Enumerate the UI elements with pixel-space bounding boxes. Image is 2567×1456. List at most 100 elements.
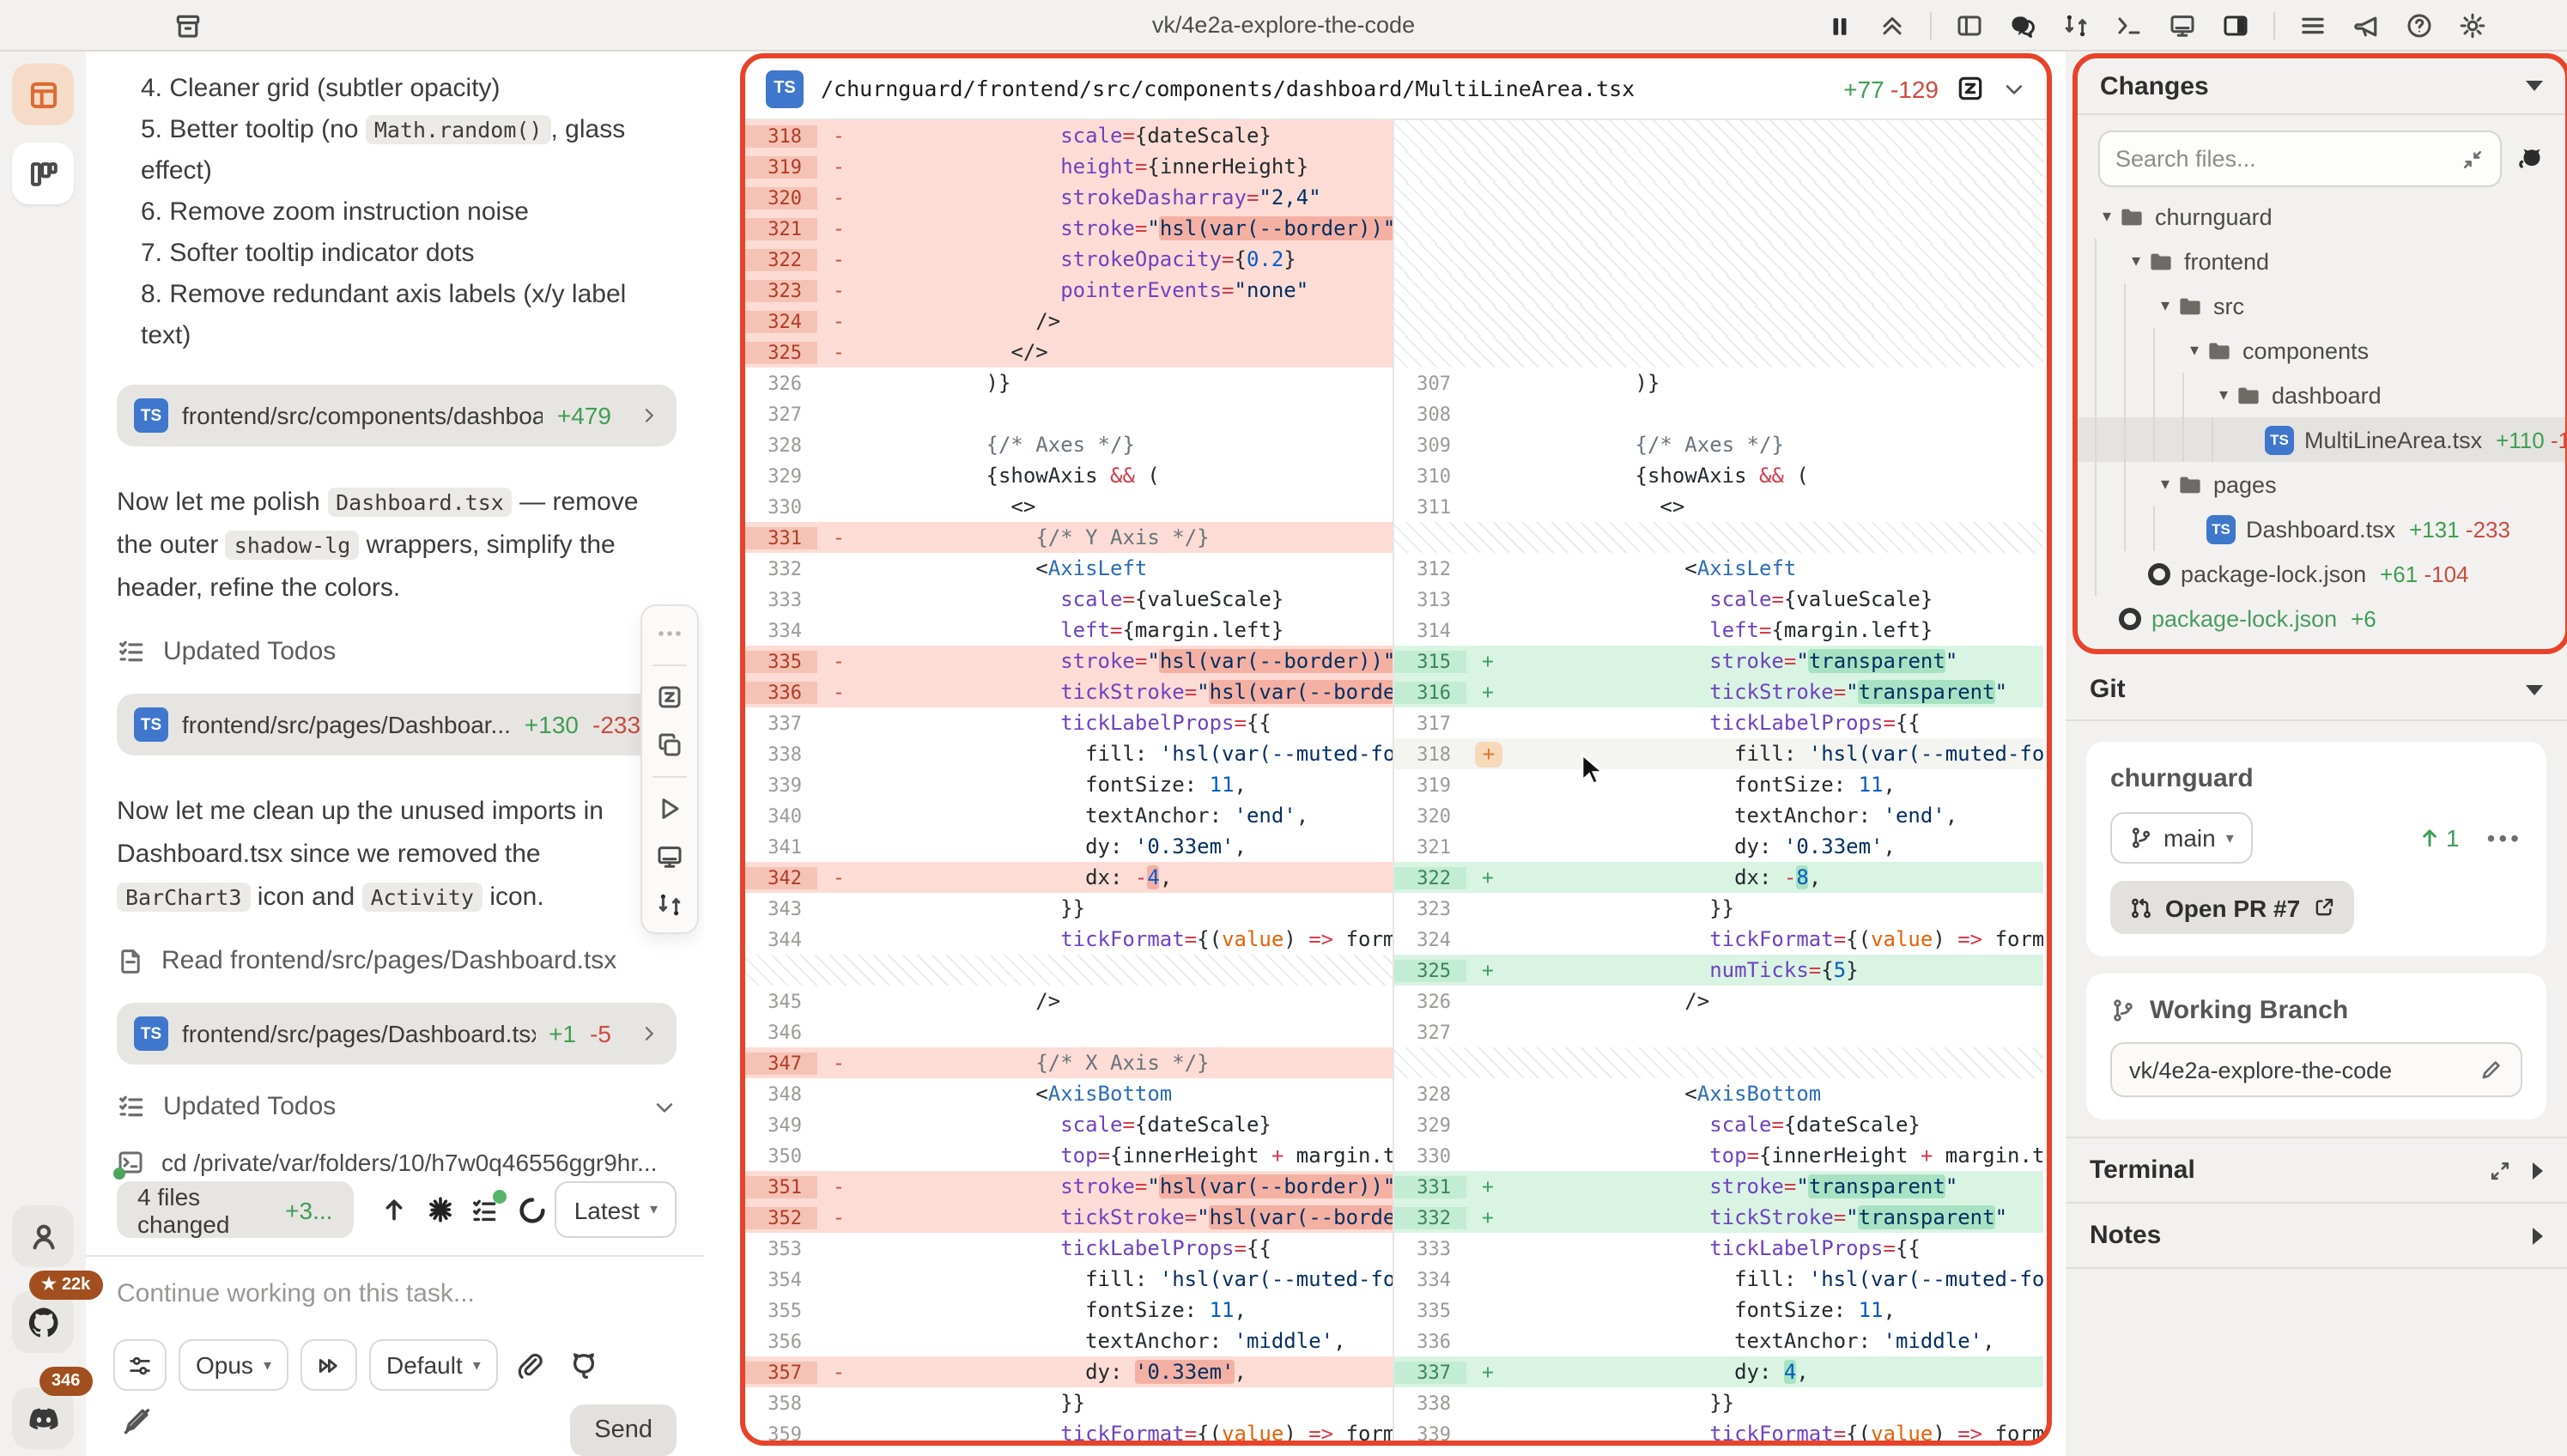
cat-files-icon[interactable] — [2515, 143, 2548, 175]
collapse-up-icon[interactable] — [1877, 10, 1908, 41]
monitor-icon[interactable] — [652, 840, 687, 874]
diff-row: 327 — [745, 398, 1393, 429]
tree-file-package-lock.json[interactable]: package-lock.json+61 -104 — [2078, 551, 2565, 596]
file-chip-name: frontend/src/pages/Dashboar... — [182, 711, 511, 738]
diff-row: 322- strokeOpacity={0.2} — [745, 244, 1393, 275]
message-input[interactable]: Continue working on this task... — [86, 1255, 704, 1322]
play-icon[interactable] — [652, 792, 687, 826]
version-selector[interactable]: Latest ▾ — [555, 1181, 677, 1238]
tree-folder-frontend[interactable]: ▾frontend — [2078, 239, 2565, 283]
expand-icon[interactable] — [2488, 1158, 2512, 1182]
folder-icon — [2236, 382, 2261, 408]
panel-left-icon[interactable] — [1954, 10, 1985, 41]
tree-folder-components[interactable]: ▾components — [2078, 328, 2565, 373]
menu-icon[interactable] — [2297, 10, 2328, 41]
caret-icon[interactable]: ▾ — [2124, 252, 2148, 270]
tree-file-MultiLineArea.tsx[interactable]: TSMultiLineArea.tsx+110 -162 — [2078, 417, 2565, 462]
line-number: 350 — [745, 1144, 817, 1167]
code-line: {/* X Axis */} — [862, 1051, 1393, 1075]
pencil-icon[interactable] — [2479, 1058, 2503, 1082]
branch-selector[interactable]: main ▾ — [2110, 812, 2253, 864]
git-section-header[interactable]: Git — [2066, 656, 2567, 721]
tree-folder-pages[interactable]: ▾pages — [2078, 462, 2565, 507]
collapse-tree-icon[interactable] — [2461, 147, 2485, 171]
tree-file-Dashboard.tsx[interactable]: TSDashboard.tsx+131 -233 — [2078, 507, 2565, 551]
kanban-board-icon[interactable] — [12, 143, 74, 204]
files-changed-chip[interactable]: 4 files changed +3... — [117, 1181, 353, 1238]
caret-icon[interactable]: ▾ — [2182, 341, 2206, 360]
tree-file-package-lock.json[interactable]: package-lock.json+6 — [2078, 596, 2565, 640]
chevron-down-icon: ▾ — [650, 1200, 658, 1219]
terminal-command-row[interactable]: cd /private/var/folders/10/h7w0q46556ggr… — [117, 1149, 677, 1176]
help-icon[interactable] — [2404, 10, 2435, 41]
todo-list-status-icon[interactable] — [463, 1195, 509, 1224]
notes-section-header[interactable]: Notes — [2066, 1202, 2567, 1269]
todo-update-row[interactable]: Updated Todos — [117, 637, 677, 666]
terminal-section-header[interactable]: Terminal — [2066, 1137, 2567, 1202]
tree-folder-churnguard[interactable]: ▾churnguard — [2078, 194, 2565, 239]
file-change-chip[interactable]: TS frontend/src/pages/Dashboard.tsx +1 -… — [117, 1003, 677, 1065]
model-selector[interactable]: Opus ▾ — [179, 1339, 288, 1391]
panel-layout-active-icon[interactable] — [12, 64, 74, 125]
monitor-icon[interactable] — [2167, 10, 2198, 41]
send-button[interactable]: Send — [570, 1404, 677, 1456]
line-number: 349 — [745, 1113, 817, 1136]
expand-hunk-button[interactable]: + — [1475, 741, 1502, 767]
settings-sliders-button[interactable] — [113, 1339, 167, 1391]
mode-selector[interactable]: Default ▾ — [369, 1339, 498, 1391]
changes-header[interactable]: Changes — [2078, 58, 2565, 115]
fast-forward-button[interactable] — [300, 1339, 357, 1391]
code-line: tickFormat={(value) => formatValue(value… — [1511, 1422, 2043, 1446]
gear-icon[interactable] — [2457, 10, 2488, 41]
caret-icon[interactable]: ▾ — [2095, 207, 2119, 226]
caret-icon[interactable]: ▾ — [2153, 296, 2177, 315]
megaphone-icon[interactable] — [2351, 10, 2382, 41]
copy-icon[interactable] — [652, 728, 687, 762]
attachment-paperclip-icon[interactable] — [510, 1350, 551, 1380]
caret-icon[interactable]: ▾ — [2153, 475, 2177, 494]
stage-changes-icon[interactable] — [1956, 74, 1985, 103]
code-line: }} — [1511, 1391, 2043, 1415]
caret-icon[interactable]: ▾ — [2212, 385, 2236, 404]
stage-icon[interactable] — [652, 680, 687, 714]
more-options-icon[interactable]: ••• — [2487, 824, 2522, 852]
chat-bubbles-icon[interactable] — [2007, 10, 2038, 41]
chat-composer: 4 files changed +3... — [86, 1181, 704, 1456]
chevron-down-icon[interactable] — [652, 1095, 677, 1119]
chevron-down-icon[interactable] — [2002, 76, 2026, 100]
collapse-triangle-icon[interactable] — [2526, 684, 2543, 695]
line-number: 322 — [1394, 866, 1466, 889]
tree-folder-src[interactable]: ▾src — [2078, 283, 2565, 328]
file-change-chip[interactable]: TS frontend/src/components/dashboa... +4… — [117, 385, 677, 446]
code-line: <> — [862, 494, 1393, 519]
search-input[interactable]: Search files... — [2098, 130, 2502, 187]
cat-agent-icon[interactable] — [563, 1350, 604, 1380]
code-line: scale={dateScale} — [862, 1113, 1393, 1137]
spark-icon[interactable] — [416, 1195, 463, 1224]
tree-folder-dashboard[interactable]: ▾dashboard — [2078, 373, 2565, 417]
read-file-row[interactable]: Read frontend/src/pages/Dashboard.tsx — [117, 946, 677, 975]
indent-guide — [2095, 373, 2124, 417]
diff-row: 352- tickStroke="hsl(var(--border))" — [745, 1202, 1393, 1233]
todo-update-row[interactable]: Updated Todos — [117, 1092, 677, 1121]
inline-code: Activity — [362, 883, 482, 912]
github-icon[interactable] — [12, 1291, 74, 1353]
line-number: 339 — [745, 774, 817, 796]
expand-triangle-icon[interactable] — [2533, 1227, 2543, 1244]
panel-right-icon[interactable] — [2220, 10, 2251, 41]
pencil-slash-icon[interactable] — [117, 1404, 158, 1435]
diff-additions: +77 — [1843, 75, 1884, 102]
pause-icon[interactable] — [1824, 10, 1854, 41]
git-area: Git churnguard main ▾ 1 — [2066, 656, 2567, 1269]
collapse-triangle-icon[interactable] — [2526, 81, 2543, 91]
git-compare-icon[interactable] — [652, 888, 687, 922]
terminal-prompt-icon[interactable] — [2114, 10, 2145, 41]
open-pr-button[interactable]: Open PR #7 — [2110, 881, 2353, 934]
file-change-chip[interactable]: TS frontend/src/pages/Dashboar... +130 -… — [117, 694, 677, 755]
expand-triangle-icon[interactable] — [2533, 1162, 2543, 1179]
git-compare-icon[interactable] — [2060, 10, 2091, 41]
working-branch-input[interactable]: vk/4e2a-explore-the-code — [2110, 1042, 2522, 1097]
profile-icon[interactable] — [12, 1205, 74, 1267]
scroll-up-icon[interactable] — [370, 1195, 416, 1224]
discord-icon[interactable] — [12, 1387, 74, 1449]
